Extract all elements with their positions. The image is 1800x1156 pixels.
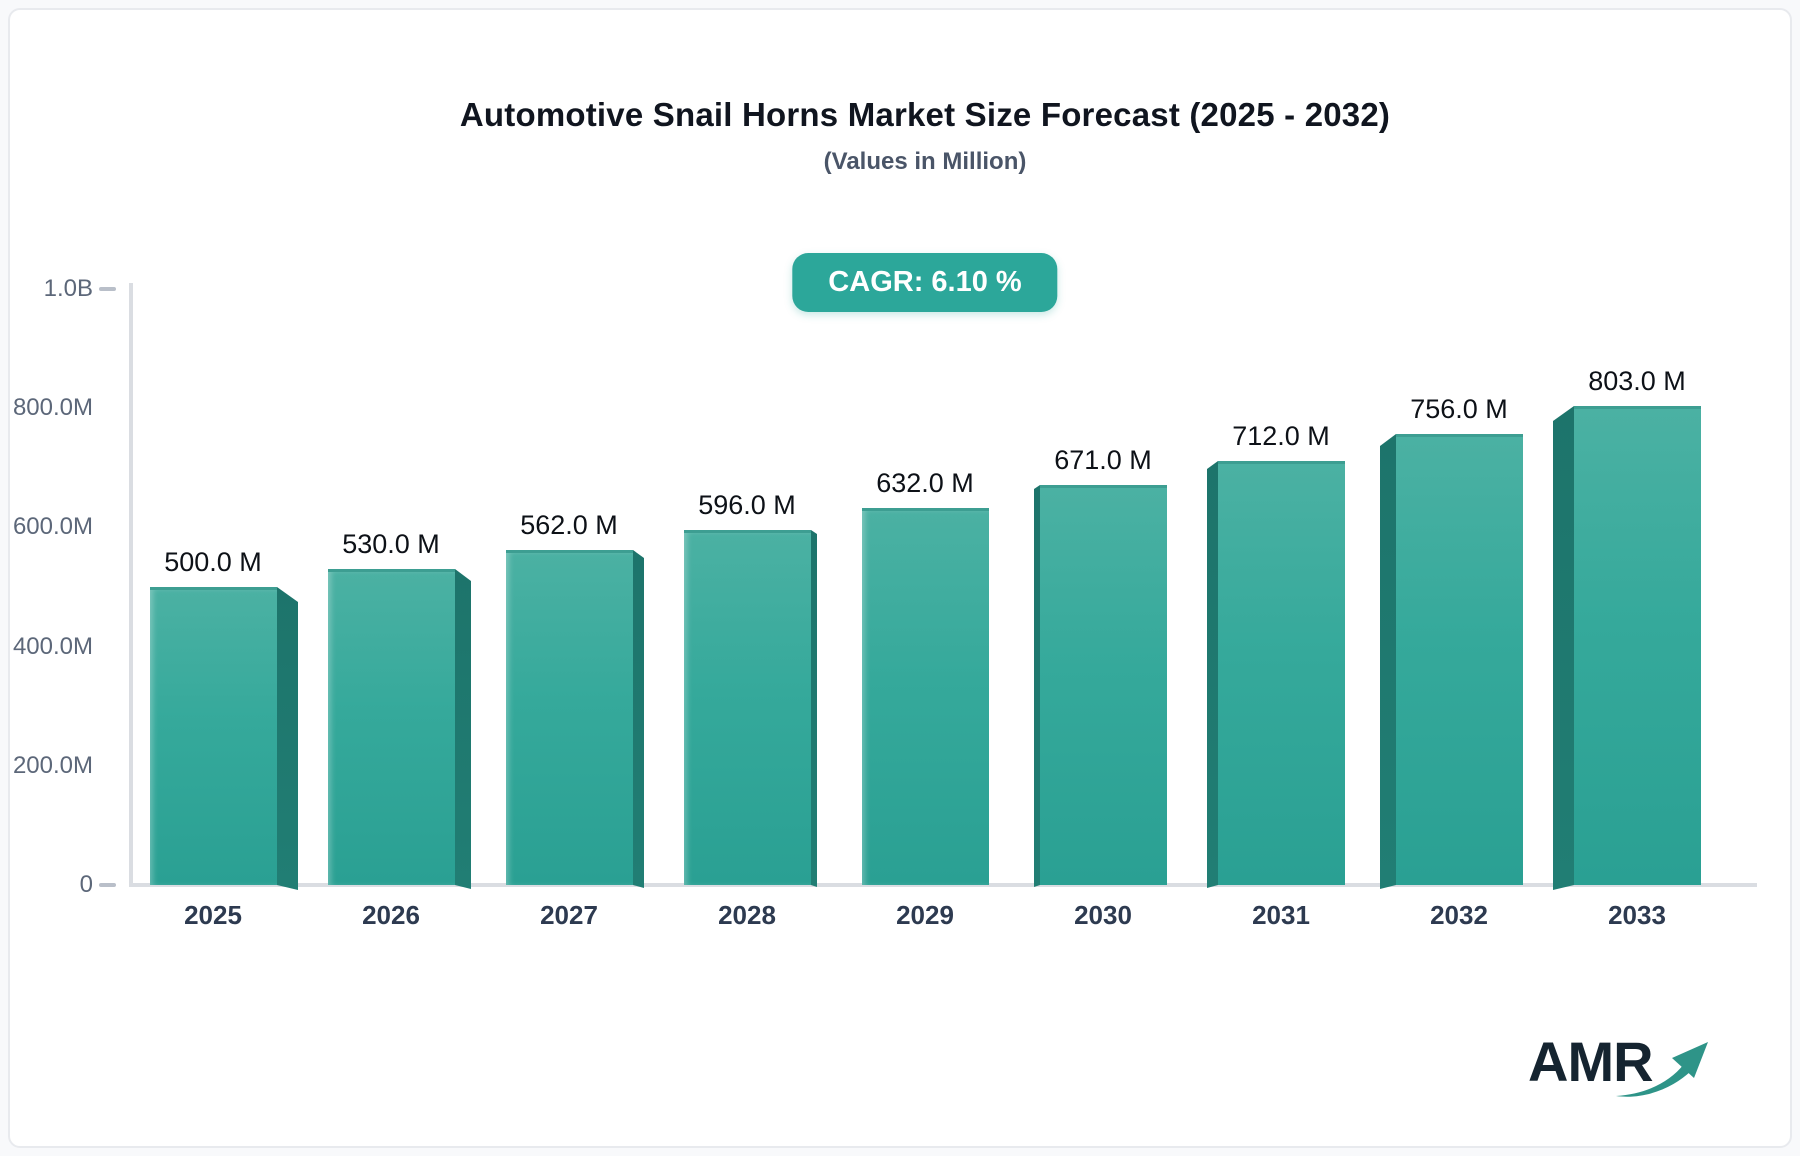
bar-side-face	[1034, 485, 1040, 887]
bar-side-face	[277, 587, 298, 890]
y-tick-label: 1.0B	[43, 275, 93, 302]
bar-2033[interactable]	[1574, 406, 1701, 885]
bar-side-face	[1207, 461, 1218, 888]
bar-side-face	[1553, 406, 1574, 890]
x-tick-label: 2027	[540, 900, 598, 930]
bar-2026[interactable]	[328, 569, 455, 885]
y-tick-label: 800.0M	[12, 394, 93, 422]
bar-side-face	[811, 530, 817, 887]
y-tick-label: 0	[79, 871, 93, 898]
x-axis	[129, 883, 1757, 887]
x-tick-label: 2028	[718, 900, 776, 930]
bar-side-face	[633, 550, 644, 888]
x-tick-label: 2025	[184, 900, 242, 930]
y-tick-label: 400.0M	[12, 632, 93, 660]
bar-2031[interactable]	[1218, 461, 1345, 885]
x-tick-label: 2031	[1252, 900, 1310, 930]
y-tick-dash-icon	[99, 883, 116, 887]
bar-value-label: 562.0 M	[520, 510, 618, 540]
bar-value-label: 596.0 M	[698, 490, 796, 520]
y-tick-label: 200.0M	[12, 751, 93, 779]
bar-value-label: 530.0 M	[342, 529, 440, 559]
cagr-badge: CAGR: 6.10 %	[792, 253, 1058, 312]
bar-2032[interactable]	[1396, 434, 1523, 885]
chart-subtitle: (Values in Million)	[823, 148, 1027, 175]
x-tick-label: 2029	[896, 900, 954, 930]
growth-arrow-icon	[1616, 1042, 1708, 1097]
bar-value-label: 632.0 M	[876, 468, 974, 498]
bar-value-label: 803.0 M	[1588, 366, 1686, 396]
bar-value-label: 671.0 M	[1054, 445, 1152, 475]
bar-side-face	[455, 569, 471, 889]
y-tick-label: 600.0M	[12, 513, 93, 541]
bar-side-face	[1380, 434, 1396, 889]
x-tick-label: 2026	[362, 900, 420, 930]
bar-value-label: 500.0 M	[164, 547, 262, 577]
bar-2030[interactable]	[1040, 485, 1167, 885]
bar-2029[interactable]	[862, 508, 989, 885]
bar-2028[interactable]	[684, 530, 811, 885]
chart-title: Automotive Snail Horns Market Size Forec…	[459, 96, 1391, 133]
logo-text: AMR	[1528, 1030, 1654, 1093]
x-tick-label: 2030	[1074, 900, 1132, 930]
x-tick-label: 2033	[1608, 900, 1666, 930]
x-tick-label: 2032	[1430, 900, 1488, 930]
amr-logo: AMR	[1528, 1034, 1728, 1114]
y-tick-dash-icon	[99, 287, 116, 291]
bar-2027[interactable]	[506, 550, 633, 885]
bar-value-label: 712.0 M	[1232, 421, 1330, 451]
y-axis	[129, 283, 133, 885]
bar-2025[interactable]	[150, 587, 277, 885]
bar-value-label: 756.0 M	[1410, 394, 1508, 424]
